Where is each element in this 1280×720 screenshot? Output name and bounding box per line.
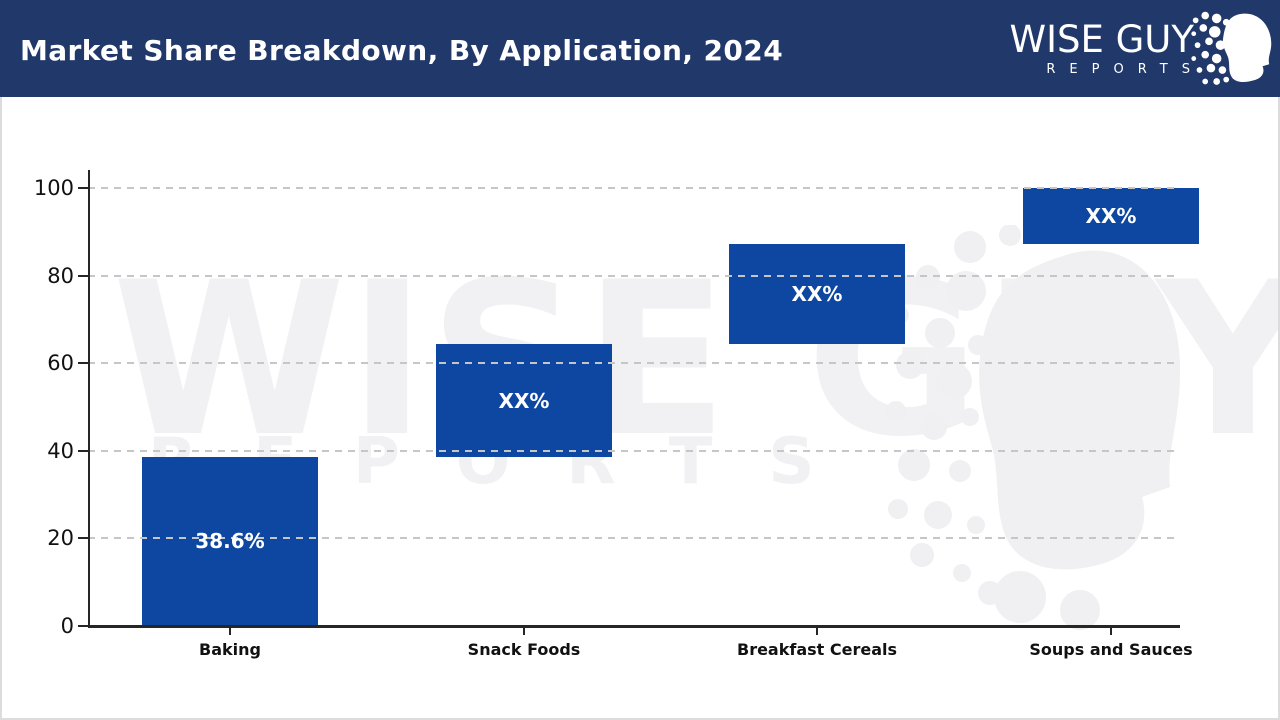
x-category-label-3: Breakfast Cereals [736,640,898,659]
y-tick-label-60: 60 [47,351,74,376]
bar-value-label-2: XX% [498,388,550,413]
gridline-y80 [88,274,1180,277]
y-tick-label-0: 0 [60,614,74,638]
y-tick-label-40: 40 [47,438,74,463]
logo-wordmark: WISE GUY [1009,18,1194,61]
y-tick-60 [78,362,88,365]
x-category-label-4: Soups and Sauces [1029,640,1193,659]
y-tick-80 [78,274,88,277]
y-tick-label-80: 80 [47,263,74,288]
bar-value-label-4: XX% [1085,204,1137,229]
bar-value-label-3: XX% [791,282,843,307]
y-tick-label-100: 100 [33,176,74,200]
y-axis-line [88,170,90,627]
x-tick-3 [816,628,818,635]
x-tick-2 [523,628,525,635]
chart-title: Market Share Breakdown, By Application, … [20,34,784,67]
x-tick-4 [1110,628,1112,635]
logo-subtitle: REPORTS [1046,62,1204,77]
bar-value-label-1: 38.6% [195,529,265,554]
gridline-y40 [88,449,1180,452]
y-tick-20 [78,537,88,540]
waterfall-bar-1 [142,456,318,626]
gridline-y20 [88,537,1180,540]
gridline-y100 [88,187,1180,189]
x-category-label-2: Snack Foods [467,640,581,659]
waterfall-bar-3 [729,244,905,345]
x-axis-line [88,625,1180,628]
wise-guy-reports-logo: WISE GUY REPORTS [1010,8,1274,90]
x-category-label-1: Baking [199,640,261,659]
waterfall-bar-4 [1023,188,1199,245]
y-tick-40 [78,449,88,452]
y-tick-100 [78,187,88,189]
logo-text: WISE GUY REPORTS [1010,21,1194,77]
y-tick-0 [78,625,88,627]
header-bar: Market Share Breakdown, By Application, … [0,0,1280,97]
y-tick-label-20: 20 [47,526,74,551]
watermark-face-icon [886,225,1181,630]
gridline-y60 [88,362,1180,365]
logo-face-icon [1191,11,1272,85]
x-tick-1 [229,628,231,635]
